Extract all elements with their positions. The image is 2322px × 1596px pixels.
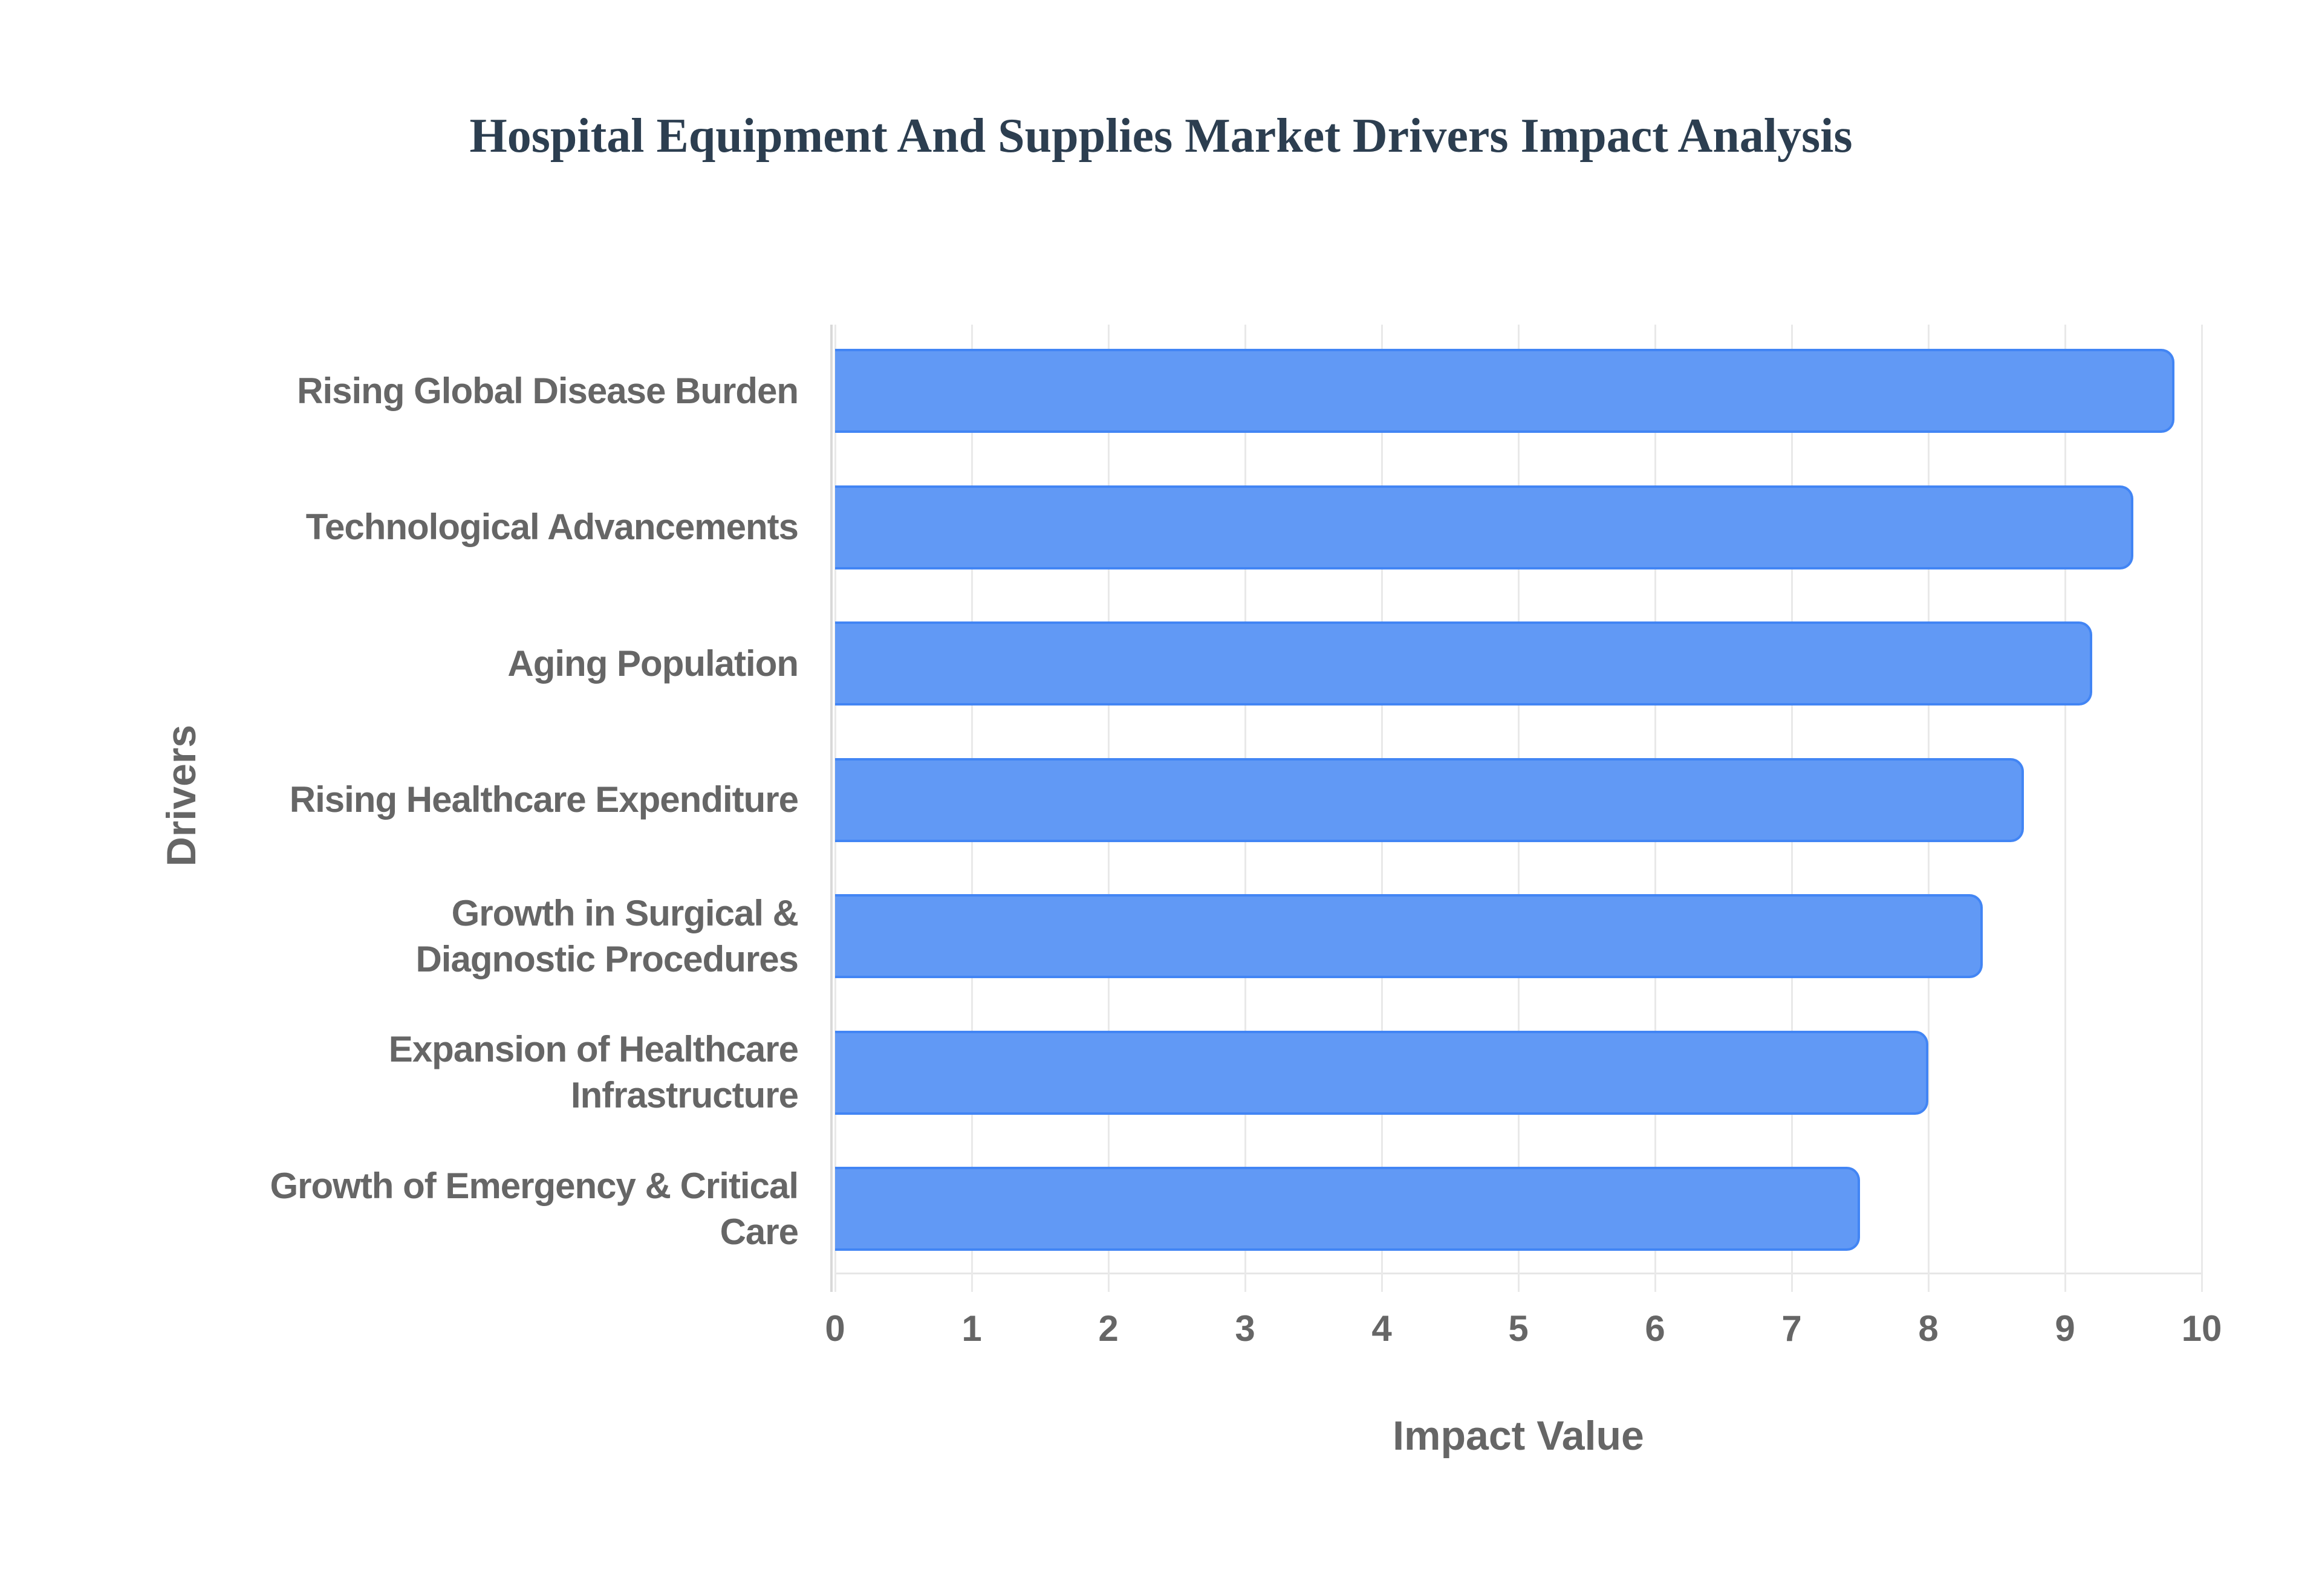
chart-title: Hospital Equipment And Supplies Market D… bbox=[469, 109, 1853, 163]
x-tick-label: 10 bbox=[2181, 1308, 2222, 1349]
y-axis-line bbox=[830, 325, 833, 1292]
plot-area bbox=[830, 325, 2203, 1292]
y-tick-label: Aging Population bbox=[194, 641, 799, 687]
bar[interactable] bbox=[835, 485, 2133, 569]
x-axis-title: Impact Value bbox=[1393, 1413, 1644, 1459]
y-tick-label-line: Infrastructure bbox=[570, 1075, 799, 1115]
bar[interactable] bbox=[835, 1030, 1928, 1115]
y-tick-label-line: Growth of Emergency & Critical bbox=[270, 1165, 799, 1206]
x-tick-label: 8 bbox=[1918, 1308, 1939, 1349]
y-tick-label-line: Care bbox=[720, 1211, 799, 1252]
y-tick-label: Growth in Surgical & Diagnostic Procedure… bbox=[194, 890, 799, 982]
y-tick-label-line: Rising Healthcare Expenditure bbox=[289, 779, 799, 820]
y-tick-label: Rising Global Disease Burden bbox=[194, 368, 799, 414]
x-tick-label: 7 bbox=[1781, 1308, 1802, 1349]
y-tick-label: Technological Advancements bbox=[194, 504, 799, 550]
x-tick-label: 6 bbox=[1645, 1308, 1665, 1349]
x-tick-label: 4 bbox=[1371, 1308, 1392, 1349]
x-tick-label: 1 bbox=[961, 1308, 982, 1349]
x-tick-label: 0 bbox=[825, 1308, 845, 1349]
y-tick-label-line: Expansion of Healthcare bbox=[388, 1029, 799, 1069]
y-tick-label-line: Diagnostic Procedures bbox=[415, 938, 799, 979]
x-tick-label: 3 bbox=[1235, 1308, 1255, 1349]
bar[interactable] bbox=[835, 894, 1983, 978]
y-tick-label-line: Aging Population bbox=[507, 643, 799, 684]
gridline bbox=[2064, 325, 2066, 1292]
bar[interactable] bbox=[835, 1167, 1860, 1251]
y-tick-label: Rising Healthcare Expenditure bbox=[194, 777, 799, 823]
x-tick-label: 2 bbox=[1098, 1308, 1119, 1349]
bar[interactable] bbox=[835, 621, 2093, 706]
y-tick-label-line: Technological Advancements bbox=[305, 507, 799, 547]
gridline bbox=[2201, 325, 2203, 1292]
x-tick-label: 5 bbox=[1508, 1308, 1529, 1349]
y-tick-label: Expansion of Healthcare Infrastructure bbox=[194, 1027, 799, 1118]
y-tick-label-line: Growth in Surgical & bbox=[451, 892, 799, 933]
y-tick-label: Growth of Emergency & Critical Care bbox=[194, 1163, 799, 1255]
y-tick-label-line: Rising Global Disease Burden bbox=[297, 370, 799, 411]
bar[interactable] bbox=[835, 349, 2174, 433]
bar[interactable] bbox=[835, 757, 2024, 842]
x-tick-label: 9 bbox=[2055, 1308, 2075, 1349]
